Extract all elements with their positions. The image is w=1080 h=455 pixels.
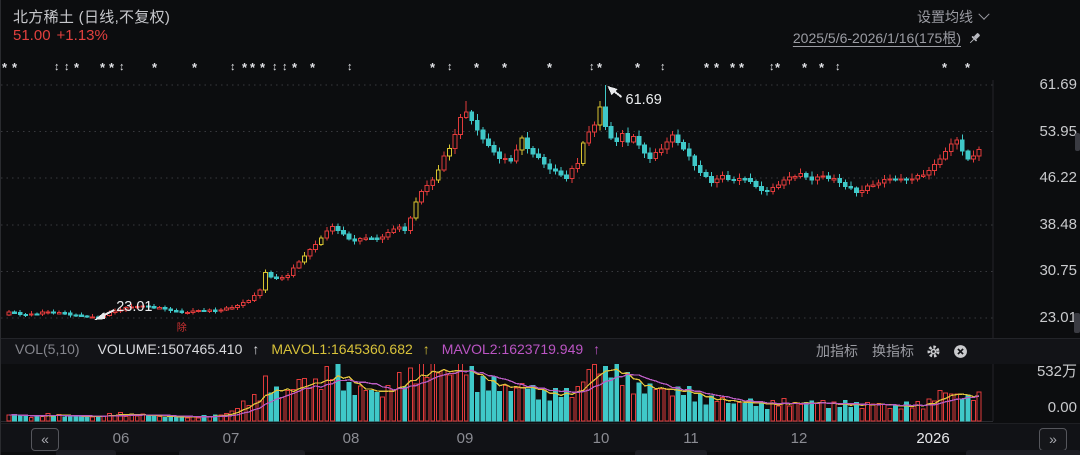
- volume-indicator-row: VOL(5,10) VOLUME:1507465.410 ↑ MAVOL1:16…: [15, 341, 612, 357]
- event-marker-icon[interactable]: *: [2, 60, 8, 75]
- stock-title: 北方稀土 (日线,不复权): [13, 9, 171, 26]
- scroll-right-button[interactable]: »: [1039, 428, 1067, 451]
- event-marker-icon[interactable]: *: [474, 60, 480, 75]
- scroll-left-button[interactable]: «: [31, 428, 59, 451]
- time-axis-bar: 06 07 08 09 10 11 12 2026 « »: [1, 423, 1080, 452]
- event-marker-icon[interactable]: ↕: [589, 61, 595, 73]
- event-marker-icon[interactable]: ↕: [347, 61, 353, 73]
- chevron-down-icon: [978, 8, 990, 20]
- volume-axis-label: 532万: [1036, 363, 1077, 380]
- switch-indicator-button[interactable]: 换指标: [872, 343, 914, 359]
- volume-value: VOLUME:1507465.410: [97, 341, 243, 357]
- event-marker-icon[interactable]: *: [714, 60, 720, 75]
- close-icon[interactable]: [953, 344, 968, 359]
- event-marker-icon[interactable]: ↕: [64, 61, 70, 73]
- event-marker-icon[interactable]: *: [547, 60, 553, 75]
- event-marker-icon[interactable]: *: [242, 60, 248, 75]
- indicator-actions: 加指标 换指标: [802, 341, 968, 361]
- event-marker-icon[interactable]: *: [597, 60, 603, 75]
- event-marker-icon[interactable]: ↕: [272, 61, 278, 73]
- time-axis-label: 09: [456, 430, 474, 447]
- event-marker-icon[interactable]: *: [965, 60, 971, 75]
- scrollbar-thumb[interactable]: [1075, 133, 1080, 151]
- up-arrow-icon: ↑: [252, 341, 260, 357]
- price-axis-label: 61.69: [1039, 76, 1077, 93]
- event-marker-icon[interactable]: *: [942, 60, 948, 75]
- pin-icon[interactable]: [967, 31, 982, 46]
- event-marker-icon[interactable]: *: [250, 60, 256, 75]
- ma-settings-label: 设置均线: [917, 9, 973, 25]
- price-axis-label: 30.75: [1039, 262, 1077, 280]
- date-range-row: 2025/5/6-2026/1/16(175根): [793, 28, 982, 48]
- up-arrow-icon: ↑: [593, 341, 601, 357]
- bottom-stub: [966, 450, 1080, 455]
- time-axis-label: 11: [683, 430, 699, 447]
- event-marker-icon[interactable]: ↕: [54, 61, 60, 73]
- price-axis-label: 38.48: [1039, 215, 1077, 233]
- volume-axis-label: 0.00: [1047, 399, 1077, 416]
- event-marker-icon[interactable]: *: [192, 60, 198, 75]
- annotation-high: 61.69: [626, 92, 662, 108]
- gear-icon[interactable]: [926, 344, 941, 359]
- event-marker-icon[interactable]: ↕: [119, 61, 125, 73]
- event-marker-icon[interactable]: *: [739, 60, 745, 75]
- time-axis-label: 12: [790, 430, 808, 447]
- time-axis-label: 2026: [916, 430, 950, 447]
- event-marker-icon[interactable]: *: [152, 60, 158, 75]
- event-marker-icon[interactable]: ↕: [282, 61, 288, 73]
- ex-dividend-badge: 除: [177, 321, 187, 334]
- last-price: 51.00: [13, 27, 51, 44]
- add-indicator-button[interactable]: 加指标: [816, 343, 858, 359]
- event-marker-icon[interactable]: *: [730, 60, 736, 75]
- event-marker-icon[interactable]: ↕: [660, 61, 666, 73]
- event-marker-icon[interactable]: *: [12, 60, 18, 75]
- bottom-stub: [635, 450, 707, 455]
- event-marker-icon[interactable]: *: [502, 60, 508, 75]
- price-axis-label: 23.01: [1039, 309, 1077, 326]
- mavol1-value: MAVOL1:1645360.682: [271, 341, 413, 357]
- annotation-low: 23.01: [116, 299, 152, 315]
- event-marker-icon[interactable]: *: [109, 60, 115, 75]
- event-marker-icon[interactable]: ↕: [769, 61, 775, 73]
- ma-settings-button[interactable]: 设置均线: [917, 7, 990, 27]
- volume-header-band: [1, 338, 1080, 364]
- event-marker-icon[interactable]: *: [310, 60, 316, 75]
- event-marker-row: * * ↕ ↕ * * * ↕ * * ↕ * * * ↕ ↕ * * ↕ * ↕ * * * ↕ * * ↕ * * * * ↕ * * * ↕ * *: [1, 0, 1080, 80]
- event-marker-icon[interactable]: *: [260, 60, 266, 75]
- event-marker-icon[interactable]: *: [74, 60, 80, 75]
- time-axis-label: 07: [222, 430, 240, 447]
- bottom-stub: [56, 450, 116, 455]
- vol-params-label: VOL(5,10): [15, 341, 80, 357]
- event-marker-icon[interactable]: *: [635, 60, 641, 75]
- event-marker-icon[interactable]: ↕: [835, 61, 841, 73]
- date-range-link[interactable]: 2025/5/6-2026/1/16(175根): [792, 30, 961, 46]
- event-marker-icon[interactable]: ↕: [447, 61, 453, 73]
- event-marker-icon[interactable]: *: [292, 60, 298, 75]
- event-marker-icon[interactable]: *: [100, 60, 106, 75]
- bottom-stub: [179, 450, 305, 455]
- price-axis-label: 53.95: [1039, 122, 1077, 140]
- event-marker-icon[interactable]: *: [430, 60, 436, 75]
- price-axis-label: 46.22: [1039, 169, 1077, 187]
- event-marker-icon[interactable]: *: [819, 60, 825, 75]
- change-percent: +1.13%: [56, 27, 108, 44]
- time-axis-label: 06: [112, 430, 130, 447]
- scrollbar-thumb[interactable]: [1074, 313, 1080, 333]
- event-marker-icon[interactable]: ↕: [230, 61, 236, 73]
- event-marker-icon[interactable]: *: [704, 60, 710, 75]
- up-arrow-icon: ↑: [422, 341, 430, 357]
- event-marker-icon[interactable]: *: [802, 60, 808, 75]
- time-axis-label: 08: [342, 430, 360, 447]
- price-change-row: 51.00 +1.13%: [13, 27, 114, 44]
- mavol2-value: MAVOL2:1623719.949: [441, 341, 584, 357]
- time-axis-label: 10: [592, 430, 610, 447]
- event-marker-icon[interactable]: *: [775, 60, 781, 75]
